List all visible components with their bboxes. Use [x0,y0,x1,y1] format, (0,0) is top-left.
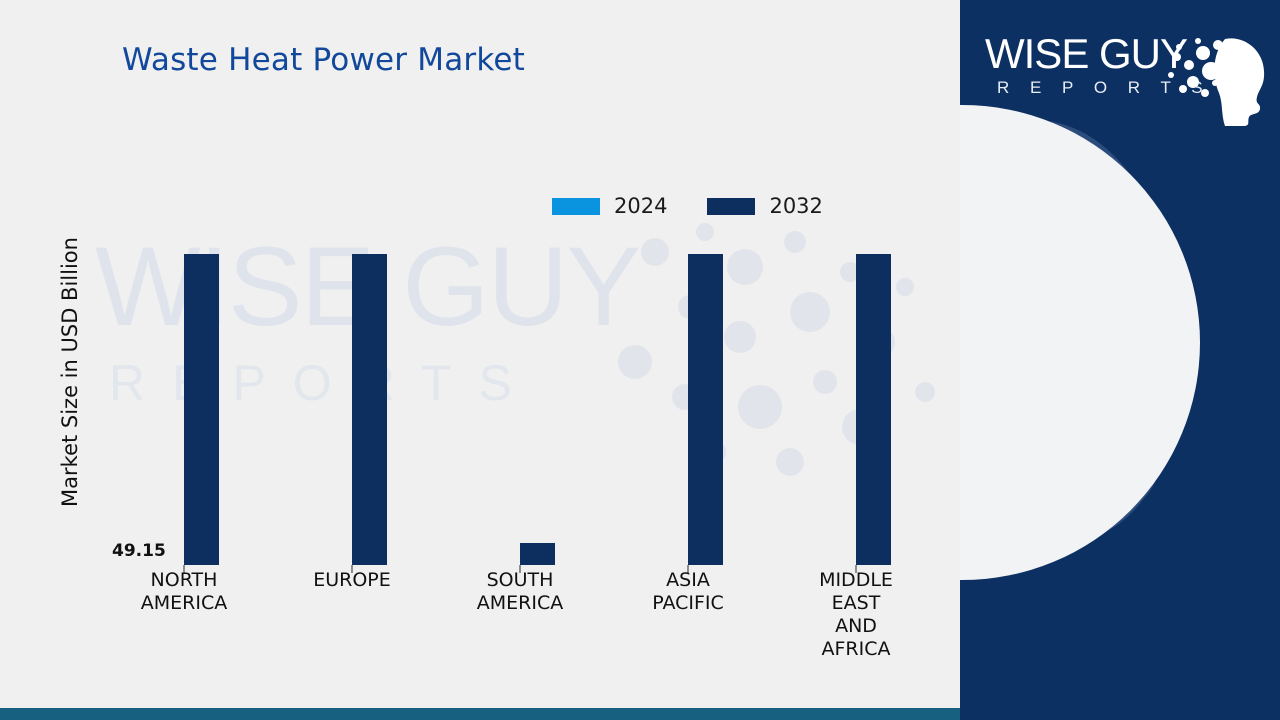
bar-2032[interactable] [520,543,555,565]
logo-head-profile-icon [1168,38,1265,126]
logo-text-reports: R E P O R T S [997,78,1211,97]
bar-pair: 49.15 [112,193,219,565]
bar-pair [317,193,387,565]
legend-label-2032: 2032 [769,194,823,218]
x-axis-category-label: EUROPE [313,569,391,591]
page-title: Waste Heat Power Market [122,42,526,78]
bar-group [268,193,436,573]
bar-groups: 49.15 [100,193,940,573]
x-axis-tick [855,565,857,573]
bar-group: 49.15 [100,193,268,573]
legend-item-2024[interactable]: 2024 [552,194,667,218]
bar-2032[interactable] [352,254,387,565]
bar-pair [485,193,555,565]
bar-group [604,193,772,573]
legend-item-2032[interactable]: 2032 [707,194,823,218]
x-axis-tick [183,565,185,573]
bar-2032[interactable] [184,254,219,565]
bar-pair [821,193,891,565]
x-axis-category-label: MIDDLE EAST AND AFRICA [819,569,893,660]
brand-logo[interactable]: WISE GUY R E P O R T S [985,30,1265,126]
x-axis-category-label: NORTH AMERICA [140,569,228,614]
bar-2032[interactable] [688,254,723,565]
bar-group [436,193,604,573]
x-axis-category-label: ASIA PACIFIC [652,569,724,614]
bar-2032[interactable] [856,254,891,565]
legend-swatch-2024-icon [552,197,600,215]
chart-legend: 2024 2032 [552,194,823,218]
bottom-accent-strip [0,708,961,720]
x-axis-tick [687,565,689,573]
plot-area: 49.15 [100,190,940,573]
x-axis-tick [351,565,353,573]
logo-text-wise-guy: WISE GUY [985,30,1188,77]
bar-value-label: 49.15 [112,541,166,561]
x-axis-category-labels: NORTH AMERICA EUROPE SOUTH AMERICA ASIA PACIFI… [100,565,940,661]
decorative-circle-shape [960,105,1200,580]
brand-panel: WISE GUY R E P O R T S [960,0,1280,720]
legend-swatch-2032-icon [707,197,756,215]
x-axis-tick [519,565,521,573]
bar-pair [653,193,723,565]
y-axis-label: Market Size in USD Billion [58,237,82,507]
bar-group [772,193,940,573]
x-axis-category-label: SOUTH AMERICA [476,569,564,614]
legend-label-2024: 2024 [614,194,668,218]
